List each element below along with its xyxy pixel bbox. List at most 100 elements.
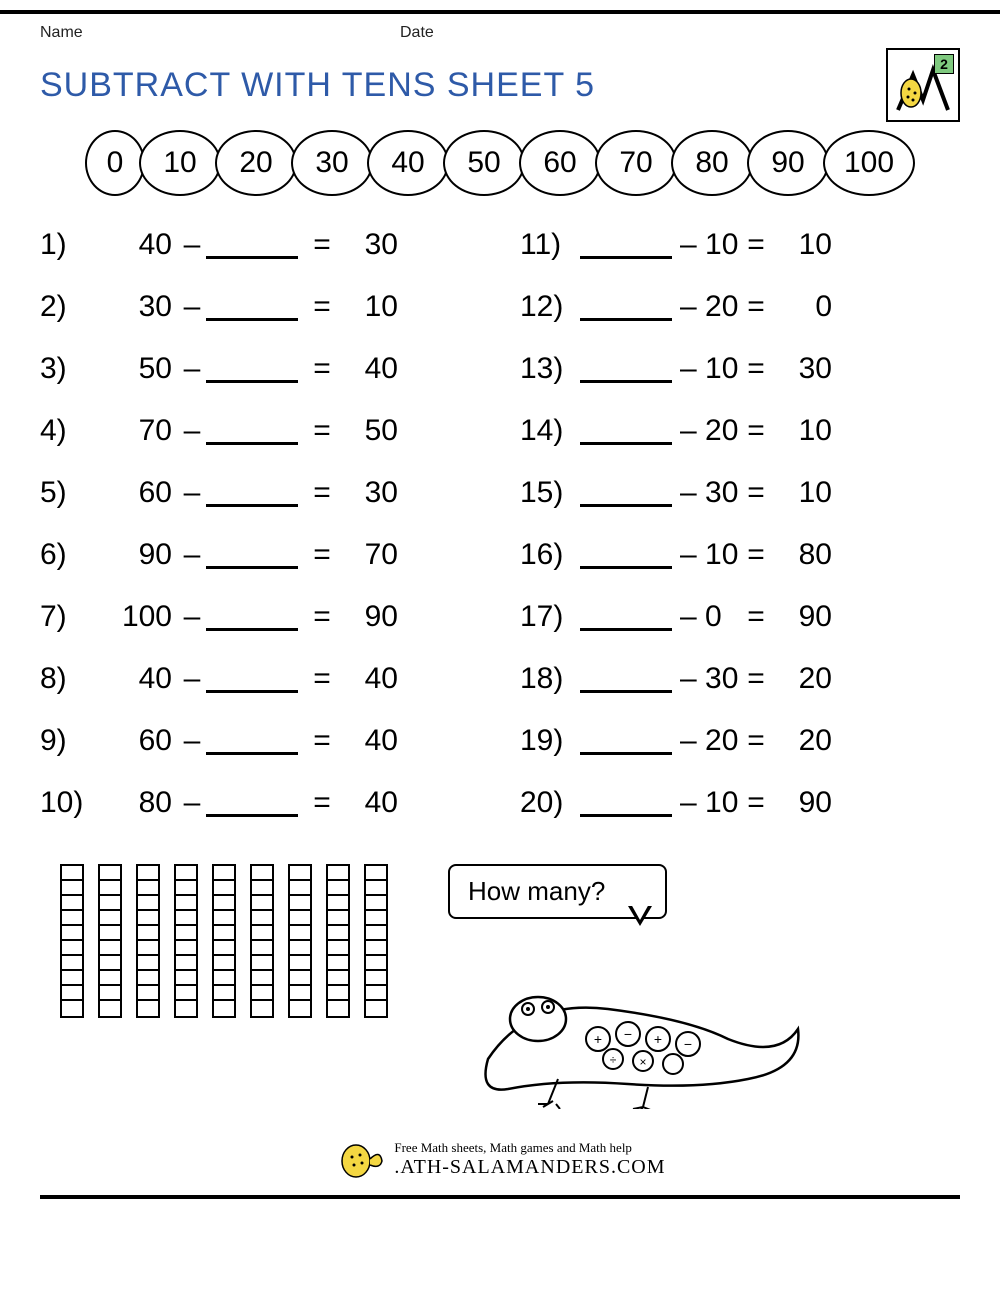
problem-number: 9) — [40, 724, 100, 758]
blank-field[interactable] — [206, 355, 298, 383]
result: 40 — [338, 662, 398, 696]
problem-row: 14)– 20=10 — [520, 400, 960, 462]
problem-row: 17)– 0=90 — [520, 586, 960, 648]
ten-rod — [136, 864, 160, 1018]
minus-sign: – — [178, 600, 206, 634]
ten-rod — [326, 864, 350, 1018]
problem-number: 17) — [520, 600, 580, 634]
equals-sign: = — [732, 290, 772, 324]
problem-number: 1) — [40, 228, 100, 262]
ten-rod — [288, 864, 312, 1018]
ten-rod — [60, 864, 84, 1018]
blank-field[interactable] — [206, 231, 298, 259]
number-bubble: 90 — [747, 130, 829, 196]
page-title: SUBTRACT WITH TENS SHEET 5 — [40, 66, 595, 105]
blank-field[interactable] — [206, 789, 298, 817]
blank-field[interactable] — [580, 293, 672, 321]
problem-number: 4) — [40, 414, 100, 448]
operand-sub: – 20 — [672, 724, 732, 758]
problem-number: 16) — [520, 538, 580, 572]
problem-row: 15)– 30=10 — [520, 462, 960, 524]
worksheet-page: Name Date SUBTRACT WITH TENS SHEET 5 2 0… — [0, 14, 1000, 1119]
result: 10 — [338, 290, 398, 324]
result: 10 — [772, 476, 832, 510]
number-bubble: 30 — [291, 130, 373, 196]
blank-field[interactable] — [580, 727, 672, 755]
base-ten-rods — [60, 864, 388, 1018]
footer-tagline: Free Math sheets, Math games and Math he… — [394, 1140, 632, 1155]
operand-sub: – 10 — [672, 352, 732, 386]
blank-field[interactable] — [580, 541, 672, 569]
equals-sign: = — [298, 476, 338, 510]
number-bubble: 80 — [671, 130, 753, 196]
problem-number: 10) — [40, 786, 100, 820]
result: 40 — [338, 786, 398, 820]
brand-logo: 2 — [886, 48, 960, 122]
title-row: SUBTRACT WITH TENS SHEET 5 2 — [40, 48, 960, 122]
blank-field[interactable] — [206, 417, 298, 445]
blank-field[interactable] — [206, 541, 298, 569]
blank-field[interactable] — [206, 293, 298, 321]
ten-rod — [98, 864, 122, 1018]
operand-sub: – 10 — [672, 786, 732, 820]
equals-sign: = — [298, 228, 338, 262]
equals-sign: = — [298, 352, 338, 386]
operand-a: 60 — [100, 724, 178, 758]
problems-grid: 1)40–=302)30–=103)50–=404)70–=505)60–=30… — [40, 214, 960, 834]
bottom-area: How many? + − — [40, 864, 960, 1099]
ten-rod — [212, 864, 236, 1018]
blank-field[interactable] — [580, 789, 672, 817]
equals-sign: = — [298, 600, 338, 634]
operand-a: 90 — [100, 538, 178, 572]
minus-sign: – — [178, 352, 206, 386]
footer: Free Math sheets, Math games and Math he… — [0, 1119, 1000, 1189]
svg-text:÷: ÷ — [610, 1053, 617, 1067]
blank-field[interactable] — [580, 355, 672, 383]
operand-a: 40 — [100, 662, 178, 696]
problem-row: 5)60–=30 — [40, 462, 480, 524]
blank-field[interactable] — [206, 727, 298, 755]
blank-field[interactable] — [206, 479, 298, 507]
operand-a: 40 — [100, 228, 178, 262]
blank-field[interactable] — [580, 417, 672, 445]
problem-row: 2)30–=10 — [40, 276, 480, 338]
problem-row: 3)50– =40 — [40, 338, 480, 400]
svg-text:+: + — [654, 1031, 662, 1047]
minus-sign: – — [178, 414, 206, 448]
number-bubble: 10 — [139, 130, 221, 196]
date-label: Date — [400, 24, 434, 42]
number-bubble: 0 — [85, 130, 145, 196]
svg-text:+: + — [594, 1031, 602, 1047]
operand-a: 30 — [100, 290, 178, 324]
equals-sign: = — [732, 538, 772, 572]
blank-field[interactable] — [206, 603, 298, 631]
minus-sign: – — [178, 228, 206, 262]
result: 30 — [338, 228, 398, 262]
problem-number: 3) — [40, 352, 100, 386]
blank-field[interactable] — [580, 479, 672, 507]
ten-rod — [250, 864, 274, 1018]
blank-field[interactable] — [580, 603, 672, 631]
problem-row: 6)90–=70 — [40, 524, 480, 586]
operand-sub: – 20 — [672, 414, 732, 448]
minus-sign: – — [178, 724, 206, 758]
problem-number: 12) — [520, 290, 580, 324]
minus-sign: – — [178, 786, 206, 820]
result: 10 — [772, 228, 832, 262]
problem-number: 19) — [520, 724, 580, 758]
footer-url: .ATH-SALAMANDERS.COM — [394, 1156, 665, 1178]
result: 0 — [772, 290, 832, 324]
ten-rod — [364, 864, 388, 1018]
operand-a: 50 — [100, 352, 178, 386]
problem-number: 14) — [520, 414, 580, 448]
blank-field[interactable] — [206, 665, 298, 693]
equals-sign: = — [732, 600, 772, 634]
result: 40 — [338, 352, 398, 386]
result: 90 — [772, 600, 832, 634]
blank-field[interactable] — [580, 665, 672, 693]
problem-number: 20) — [520, 786, 580, 820]
problem-row: 19)– 20=20 — [520, 710, 960, 772]
blank-field[interactable] — [580, 231, 672, 259]
speech-area: How many? + − — [448, 864, 940, 1099]
problem-number: 11) — [520, 228, 580, 262]
